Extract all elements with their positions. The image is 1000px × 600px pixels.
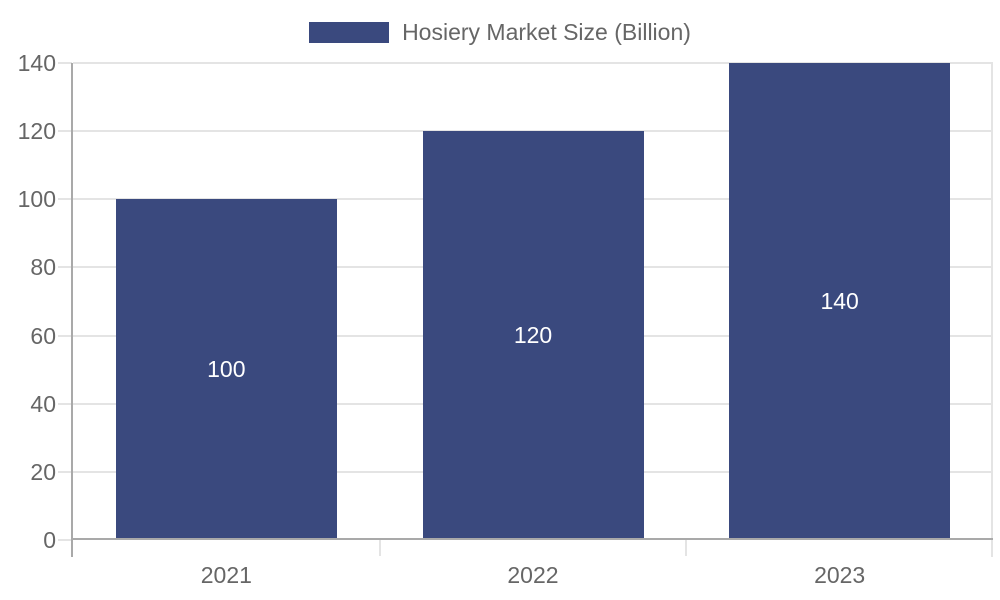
y-tick-label: 40 xyxy=(30,390,56,417)
x-tick-label: 2022 xyxy=(507,562,559,588)
gridline xyxy=(73,62,993,64)
y-tick-label: 100 xyxy=(17,186,56,213)
y-tick-mark xyxy=(58,402,72,405)
y-tick-label: 0 xyxy=(43,527,56,553)
bar: 100 xyxy=(115,199,337,540)
y-tick-mark xyxy=(58,266,72,269)
y-tick-label: 20 xyxy=(30,458,56,485)
bar-value-label: 140 xyxy=(820,288,859,314)
bar-value-label: 100 xyxy=(207,356,246,383)
x-tick-mark xyxy=(685,540,688,556)
x-tick-label: 2023 xyxy=(814,562,866,588)
legend-swatch xyxy=(309,22,390,43)
y-tick-label: 140 xyxy=(17,50,56,76)
y-tick-label: 120 xyxy=(17,118,56,145)
y-tick-mark xyxy=(58,130,72,133)
y-tick-label: 60 xyxy=(30,322,56,349)
x-tick-label: 2021 xyxy=(200,562,252,588)
bar-value-label: 120 xyxy=(513,322,553,349)
y-tick-mark xyxy=(58,539,72,541)
bar: 140 xyxy=(729,63,951,540)
y-tick-label: 80 xyxy=(30,254,56,281)
bar: 120 xyxy=(422,131,644,540)
y-tick-mark xyxy=(58,470,72,473)
legend-label: Hosiery Market Size (Billion) xyxy=(402,19,691,45)
legend: Hosiery Market Size (Billion) xyxy=(0,19,1000,45)
plot-right-border xyxy=(991,63,993,557)
y-tick-mark xyxy=(58,198,72,201)
y-tick-mark xyxy=(58,334,72,337)
x-axis-line xyxy=(71,538,993,540)
x-tick-mark xyxy=(378,540,381,556)
y-axis-line xyxy=(71,63,73,557)
y-tick-mark xyxy=(58,62,72,64)
